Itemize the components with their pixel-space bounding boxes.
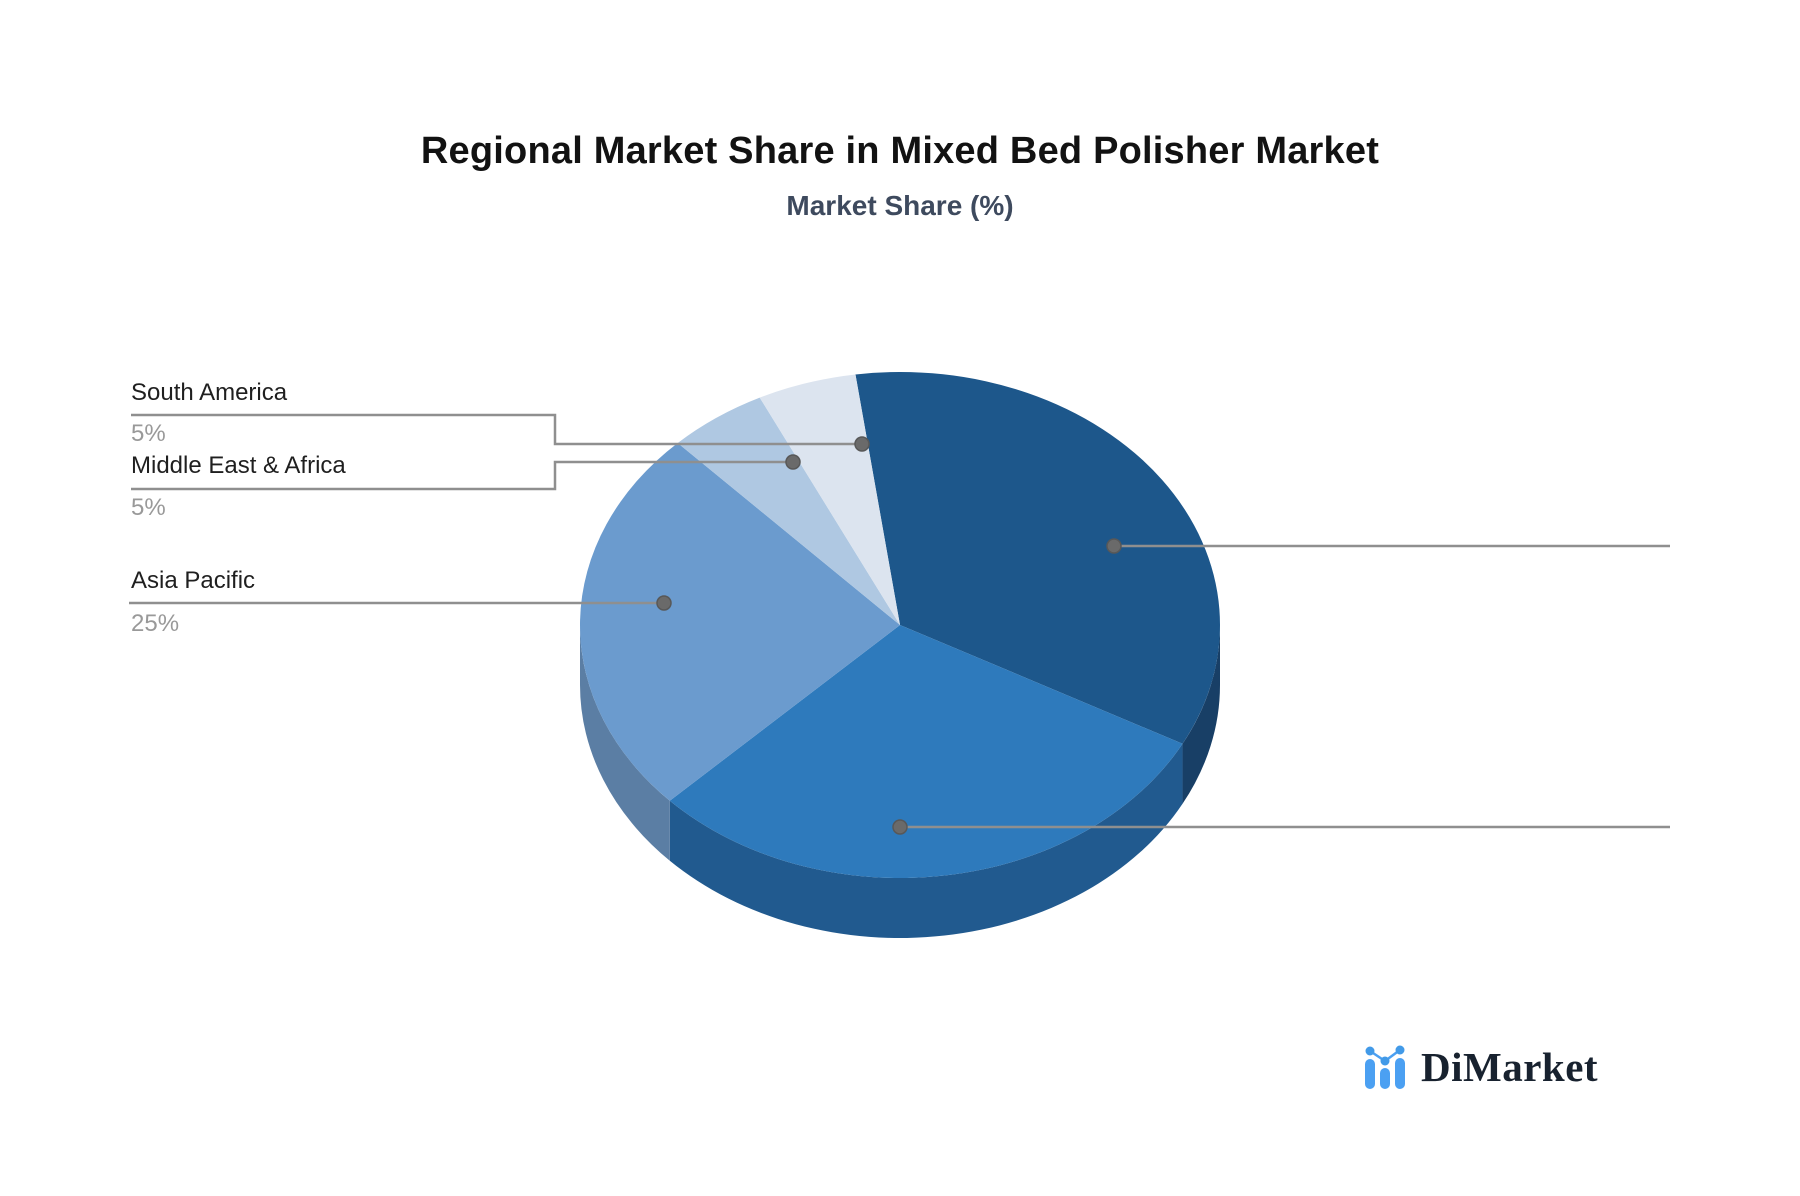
- leader-dot-middle-east-africa: [785, 454, 801, 470]
- chart-subtitle: Market Share (%): [786, 190, 1014, 221]
- pie-slice-side-asia-pacific: [580, 625, 670, 861]
- chart-title: Regional Market Share in Mixed Bed Polis…: [420, 130, 1380, 172]
- leader-dot-europe: [892, 819, 908, 835]
- pie-slice-side-europe: [669, 743, 1183, 939]
- slice-percent: 5%: [131, 494, 166, 521]
- dimarket-logo: DiMarket: [1362, 1042, 1598, 1090]
- slice-label: Middle East & Africa: [131, 452, 346, 479]
- slice-percent: 5%: [131, 420, 166, 447]
- slice-label: Asia Pacific: [131, 567, 256, 594]
- leader-line-middle-east-africa: [131, 460, 793, 491]
- slice-label: South America: [131, 379, 288, 406]
- leader-dot-south-america: [854, 436, 870, 452]
- leader-dot-asia-pacific: [656, 595, 672, 611]
- dimarket-logo-icon: [1365, 1045, 1405, 1089]
- dimarket-logo-text: DiMarket: [1421, 1044, 1599, 1090]
- pie-slice-asia-pacific[interactable]: [579, 443, 900, 801]
- pie-slice-middle-east-africa[interactable]: [677, 397, 900, 625]
- slice-percent: 25%: [131, 610, 180, 637]
- pie-slice-europe[interactable]: [669, 625, 1183, 878]
- leader-dot-north-america: [1106, 538, 1122, 554]
- pie-slice-side-north-america: [1182, 625, 1220, 804]
- pie-slice-north-america[interactable]: [855, 372, 1220, 744]
- leader-line-south-america: [131, 413, 862, 446]
